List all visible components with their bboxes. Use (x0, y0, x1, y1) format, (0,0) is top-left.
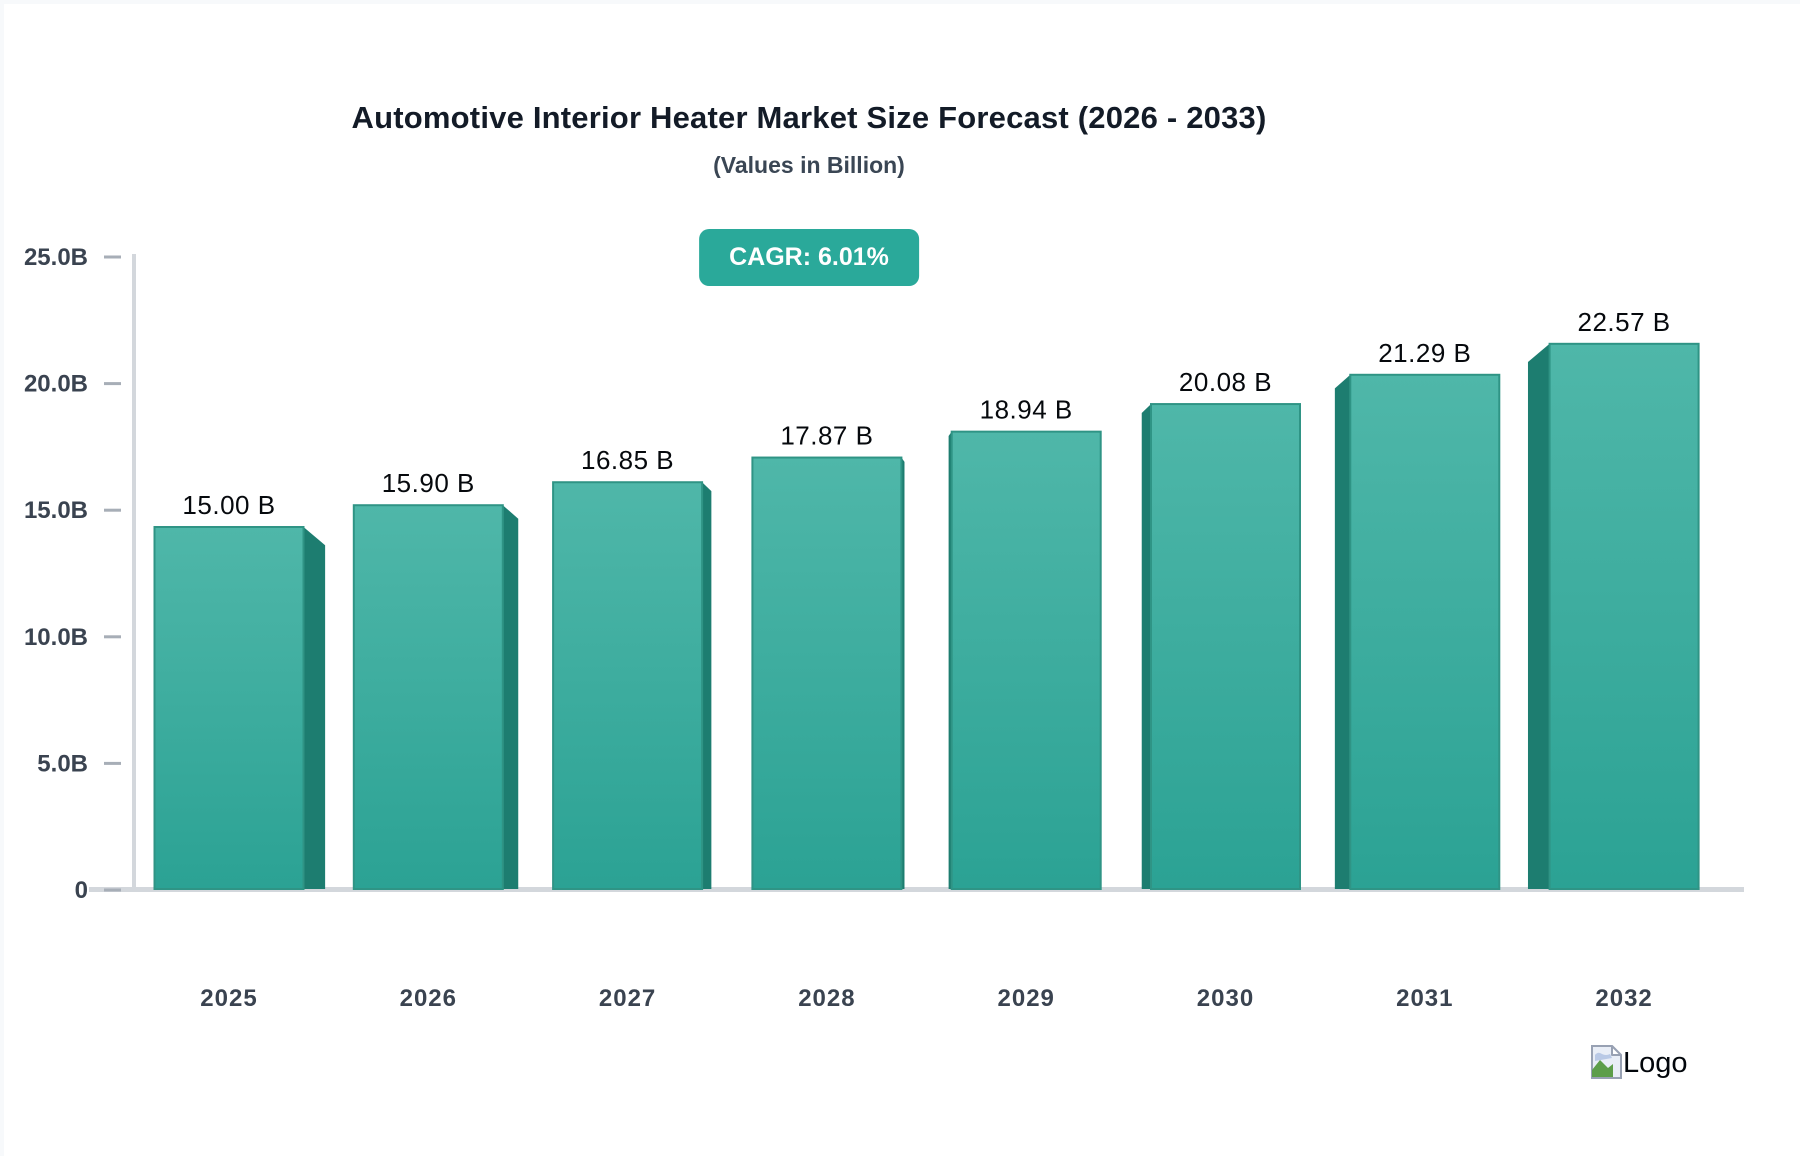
y-axis-tick-label: 25.0B (24, 244, 88, 271)
x-axis-label: 2025 (200, 985, 257, 1012)
bar-front-face (1349, 373, 1501, 891)
bar-front-face (153, 526, 305, 890)
x-axis-label: 2029 (998, 985, 1055, 1012)
x-axis-label: 2031 (1396, 985, 1453, 1012)
bar-front-face (751, 456, 903, 890)
y-axis-line (132, 254, 136, 892)
y-axis-tick-label: 0 (75, 877, 88, 904)
bar-side-face (303, 527, 326, 889)
bar-side-face (502, 505, 519, 889)
y-axis-tick-label: 10.0B (24, 624, 88, 651)
y-axis-tick-label: 5.0B (37, 750, 88, 777)
logo: Logo (1590, 1044, 1688, 1080)
cagr-badge: CAGR: 6.01% (699, 229, 919, 286)
bar-value-label: 20.08 B (1179, 367, 1272, 397)
chart-subtitle: (Values in Billion) (713, 152, 905, 178)
bar-front-face (552, 481, 704, 890)
bar-value-label: 21.29 B (1378, 338, 1471, 368)
y-axis-tick (104, 255, 121, 259)
y-axis-tick (104, 382, 121, 386)
bar-value-label: 22.57 B (1578, 307, 1671, 337)
bar-side-face (1141, 404, 1151, 889)
bar-side-face (1527, 343, 1550, 889)
y-axis-tick-label: 15.0B (24, 497, 88, 524)
bar-front-face (950, 430, 1102, 890)
y-axis-tick (104, 888, 121, 892)
bar-front-face (1150, 403, 1301, 890)
bar-side-face (702, 482, 712, 889)
bar-value-label: 15.00 B (182, 490, 275, 520)
broken-image-icon (1591, 1045, 1622, 1079)
bar-value-label: 17.87 B (780, 421, 873, 451)
logo-text: Logo (1623, 1047, 1688, 1079)
bar-value-label: 16.85 B (581, 445, 674, 475)
bar-front-face (352, 504, 504, 890)
bar-value-label: 15.90 B (382, 468, 475, 498)
y-axis-tick (104, 761, 121, 765)
bar-side-face (1334, 374, 1351, 890)
bar-value-label: 18.94 B (980, 395, 1073, 425)
x-axis-line (89, 887, 1744, 892)
y-axis-tick (104, 508, 121, 512)
y-axis-tick-label: 20.0B (24, 371, 88, 398)
x-axis-label: 2028 (798, 985, 855, 1012)
x-axis-label: 2027 (599, 985, 656, 1012)
x-axis-label: 2032 (1595, 985, 1652, 1012)
x-axis-label: 2026 (400, 985, 457, 1012)
bar-chart: 0 5.0B 10.0B 15.0B 20.0B 25.0B 15.00 B 15.90 B 1… (24, 244, 1744, 1012)
bar-front-face (1548, 342, 1700, 890)
chart-title: Automotive Interior Heater Market Size F… (351, 100, 1267, 135)
x-axis-label: 2030 (1197, 985, 1254, 1012)
y-axis-tick (104, 635, 121, 639)
